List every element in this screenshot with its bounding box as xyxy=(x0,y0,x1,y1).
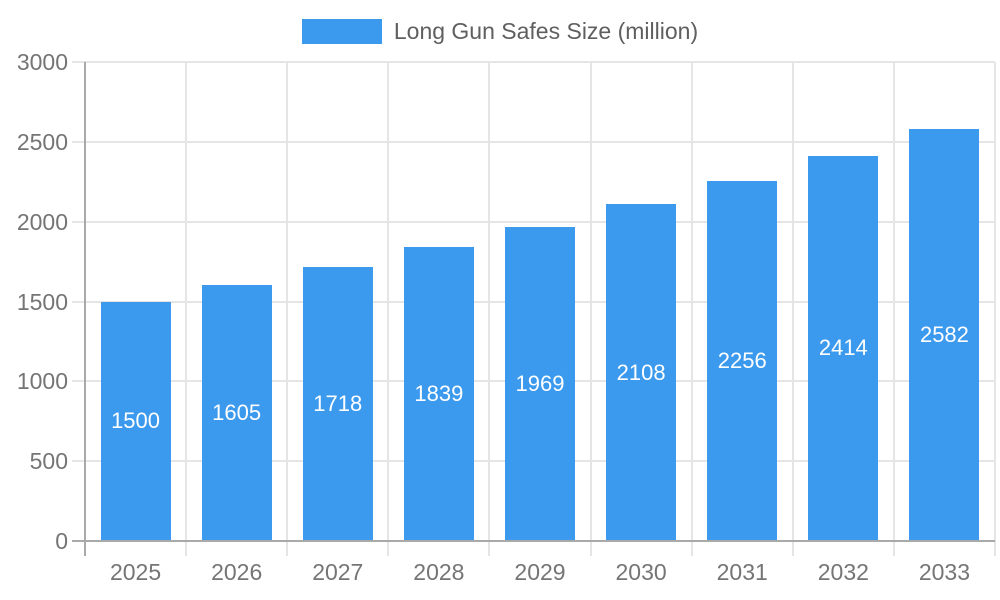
x-gridline xyxy=(589,62,592,556)
bar-value-label: 1969 xyxy=(515,370,565,396)
y-axis-label: 2000 xyxy=(16,208,68,235)
x-gridline xyxy=(387,62,390,556)
y-tick xyxy=(72,140,85,143)
x-gridline xyxy=(488,62,491,556)
y-axis-label: 1000 xyxy=(16,368,68,395)
y-tick xyxy=(72,300,85,303)
x-axis-label: 2028 xyxy=(413,559,465,585)
y-axis-line xyxy=(84,62,86,556)
bar-value-label: 2414 xyxy=(818,335,868,361)
bar[interactable]: 2108 xyxy=(606,204,677,541)
bar-value-label: 2256 xyxy=(717,347,767,373)
y-gridline xyxy=(85,220,995,223)
x-gridline xyxy=(690,62,693,556)
bar-value-label: 1839 xyxy=(414,381,464,407)
bar[interactable]: 1500 xyxy=(100,301,171,541)
bar[interactable]: 2256 xyxy=(707,180,778,541)
x-gridline xyxy=(791,62,794,556)
y-axis-label: 0 xyxy=(55,528,68,554)
bar-value-label: 1500 xyxy=(111,408,161,434)
bar-value-label: 2108 xyxy=(616,359,666,385)
legend-swatch xyxy=(301,18,382,44)
legend[interactable]: Long Gun Safes Size (million) xyxy=(0,17,1000,45)
bar[interactable]: 1969 xyxy=(505,226,575,541)
x-axis-label: 2030 xyxy=(615,559,667,585)
y-tick xyxy=(72,460,85,463)
bar[interactable]: 1605 xyxy=(201,284,272,541)
y-tick xyxy=(72,380,85,383)
x-gridline xyxy=(994,62,996,556)
legend-label: Long Gun Safes Size (million) xyxy=(393,17,699,44)
y-gridline xyxy=(85,61,995,63)
bar-value-label: 1605 xyxy=(212,399,262,425)
x-axis-line xyxy=(72,540,995,542)
x-axis-label: 2025 xyxy=(109,559,162,585)
x-axis-label: 2027 xyxy=(312,559,364,585)
bar[interactable]: 1718 xyxy=(302,266,373,541)
y-tick xyxy=(72,61,85,63)
x-gridline xyxy=(185,62,188,556)
y-gridline xyxy=(85,140,995,143)
x-axis-label: 2026 xyxy=(211,559,263,585)
y-axis-label: 3000 xyxy=(16,49,68,75)
y-axis-label: 500 xyxy=(29,448,68,475)
x-axis-label: 2032 xyxy=(817,559,869,585)
bar[interactable]: 2414 xyxy=(808,155,879,541)
bar[interactable]: 2582 xyxy=(909,128,980,541)
bar-value-label: 2582 xyxy=(919,321,969,347)
y-axis-label: 1500 xyxy=(16,288,68,315)
x-gridline xyxy=(286,62,289,556)
y-axis-label: 2500 xyxy=(16,128,68,155)
bar[interactable]: 1839 xyxy=(403,247,474,541)
x-axis-label: 2031 xyxy=(716,559,768,585)
x-axis-label: 2029 xyxy=(514,559,566,585)
x-axis-label: 2033 xyxy=(918,559,971,585)
x-gridline xyxy=(892,62,895,556)
y-tick xyxy=(72,220,85,223)
bar-value-label: 1718 xyxy=(313,390,363,416)
